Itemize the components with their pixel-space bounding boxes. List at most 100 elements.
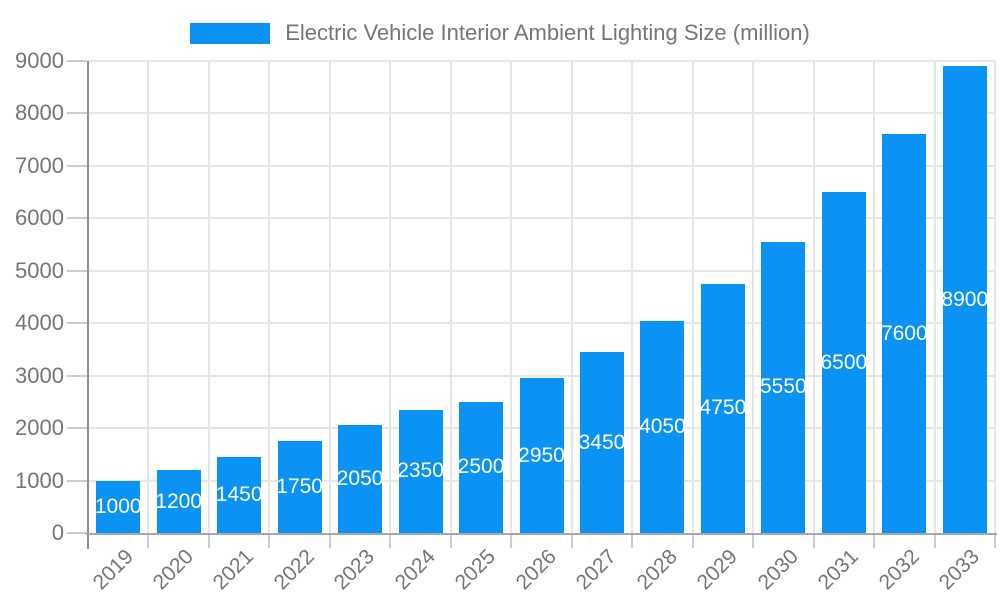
x-axis-label: 2027 <box>571 545 622 595</box>
gridline-vertical <box>812 61 815 533</box>
bar-2029[interactable] <box>700 283 745 533</box>
bar-2020[interactable] <box>156 470 201 533</box>
y-axis-tick <box>67 164 87 167</box>
x-axis-tick <box>207 535 210 548</box>
x-axis-tick <box>389 535 392 548</box>
bar-2023[interactable] <box>338 425 383 533</box>
x-axis-label: 2028 <box>632 545 682 595</box>
x-axis-tick <box>873 535 876 548</box>
gridline-vertical <box>147 61 150 533</box>
y-axis-tick <box>67 479 87 482</box>
gridline-horizontal <box>88 60 995 62</box>
y-axis-label: 3000 <box>15 362 64 388</box>
bar-value-label: 1200 <box>155 489 203 513</box>
bar-2030[interactable] <box>761 241 806 533</box>
y-axis-label: 7000 <box>15 152 64 178</box>
x-axis-tick <box>631 535 634 548</box>
bar-2026[interactable] <box>519 378 564 533</box>
legend[interactable]: Electric Vehicle Interior Ambient Lighti… <box>0 20 1000 46</box>
gridline-vertical <box>328 61 331 533</box>
gridline-vertical <box>570 61 573 533</box>
y-axis-tick <box>67 427 87 430</box>
y-axis-label: 8000 <box>15 100 64 126</box>
y-axis-tick <box>67 374 87 377</box>
y-axis-label: 2000 <box>15 415 64 441</box>
gridline-vertical <box>268 61 271 533</box>
bar-2021[interactable] <box>217 456 262 533</box>
gridline-vertical <box>691 61 694 533</box>
y-axis-tick <box>67 532 87 534</box>
y-axis-tick <box>67 322 87 325</box>
x-axis-tick <box>570 535 573 548</box>
x-axis-label: 2024 <box>390 545 440 595</box>
gridline-vertical <box>994 61 996 533</box>
x-axis-label: 2022 <box>269 545 319 595</box>
x-axis-label: 2025 <box>450 545 501 595</box>
x-axis-label: 2033 <box>934 545 985 595</box>
gridline-vertical <box>933 61 936 533</box>
y-axis-label: 1000 <box>15 467 64 493</box>
bar-value-label: 3450 <box>578 430 626 454</box>
x-axis-label: 2023 <box>330 545 380 595</box>
bar-value-label: 2350 <box>397 459 444 483</box>
y-axis-tick <box>67 269 87 272</box>
bar-value-label: 4750 <box>699 396 747 420</box>
y-axis-label: 0 <box>51 520 64 545</box>
x-axis-tick <box>510 535 513 548</box>
x-axis-label: 2021 <box>209 545 259 595</box>
x-axis-label: 2029 <box>692 545 743 595</box>
gridline-vertical <box>449 61 452 533</box>
gridline-vertical <box>510 61 513 533</box>
bar-2019[interactable] <box>96 480 141 533</box>
bar-2027[interactable] <box>579 352 624 533</box>
gridline-vertical <box>389 61 392 533</box>
x-axis-label: 2030 <box>753 545 803 595</box>
bar-value-label: 1750 <box>276 475 323 499</box>
gridline-horizontal <box>88 269 995 272</box>
gridline-vertical <box>873 61 876 533</box>
x-axis-tick <box>147 535 150 548</box>
x-axis-label: 2019 <box>88 545 138 595</box>
x-axis-tick <box>994 535 996 548</box>
gridline-horizontal <box>88 322 995 325</box>
legend-label: Electric Vehicle Interior Ambient Lighti… <box>285 20 810 45</box>
x-axis-tick <box>933 535 936 548</box>
gridline-horizontal <box>88 164 995 167</box>
bar-value-label: 7600 <box>880 321 928 345</box>
x-axis-label: 2020 <box>148 545 198 595</box>
x-axis-line <box>86 533 997 535</box>
bar-2025[interactable] <box>459 401 504 533</box>
x-axis-tick <box>268 535 271 548</box>
gridline-horizontal <box>88 217 995 220</box>
y-axis-tick <box>67 112 87 115</box>
bar-value-label: 4050 <box>639 414 686 438</box>
bar-2022[interactable] <box>277 441 322 533</box>
bar-value-label: 2500 <box>457 455 505 479</box>
x-axis-tick <box>691 535 694 548</box>
bar-value-label: 8900 <box>941 287 989 311</box>
bar-value-label: 2950 <box>518 443 565 467</box>
x-axis-label: 2032 <box>874 545 924 595</box>
bar-2032[interactable] <box>882 134 927 533</box>
gridline-vertical <box>752 61 755 533</box>
bar-2028[interactable] <box>640 320 685 533</box>
x-axis-label: 2026 <box>511 545 561 595</box>
bar-value-label: 1450 <box>215 482 263 506</box>
bar-2031[interactable] <box>821 192 866 533</box>
gridline-horizontal <box>88 374 995 377</box>
bar-2033[interactable] <box>942 66 987 533</box>
gridline-vertical <box>207 61 210 533</box>
y-axis-line <box>87 61 89 549</box>
bar-value-label: 5550 <box>760 375 807 399</box>
y-axis-tick <box>67 60 87 62</box>
y-axis-label: 4000 <box>15 310 64 336</box>
x-axis-tick <box>328 535 331 548</box>
x-axis-label: 2031 <box>813 545 864 595</box>
y-axis-tick <box>67 217 87 220</box>
y-axis-label: 6000 <box>15 205 64 231</box>
bar-value-label: 6500 <box>820 350 868 374</box>
bar-2024[interactable] <box>398 409 443 533</box>
x-axis-tick <box>812 535 815 548</box>
